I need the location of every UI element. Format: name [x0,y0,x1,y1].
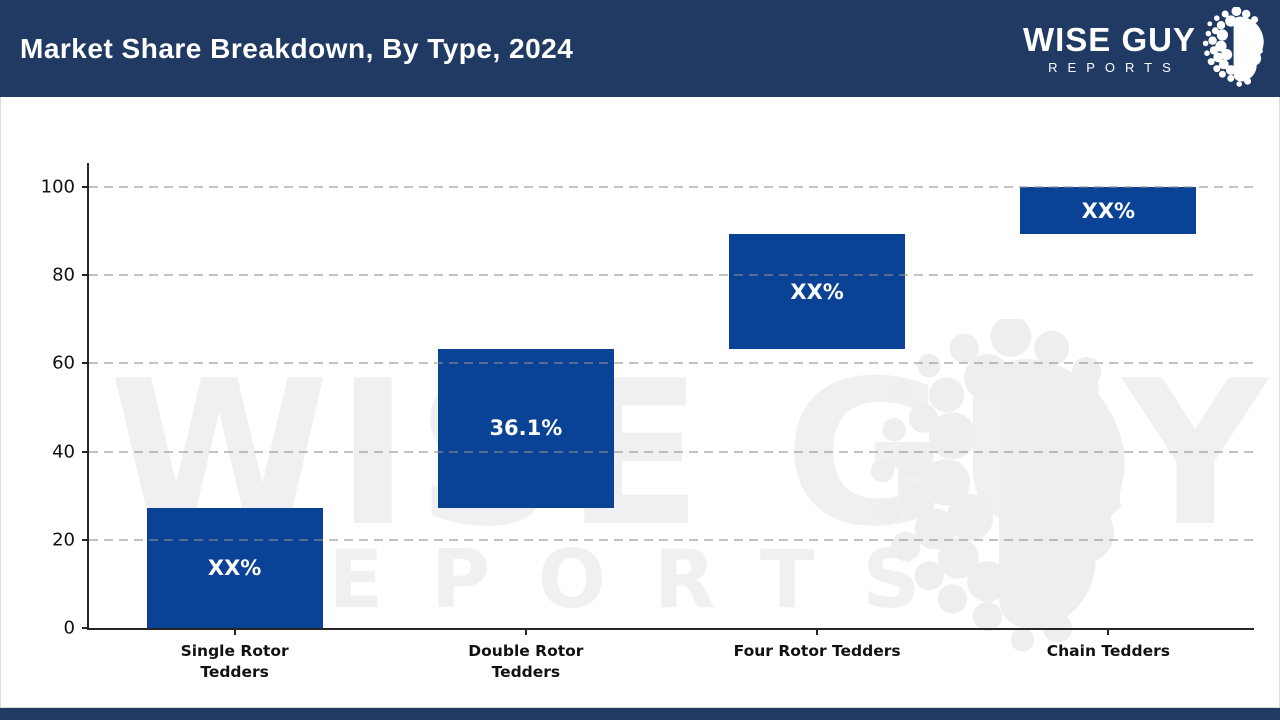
y-tick-label: 60 [52,352,75,374]
bar: 36.1% [437,348,614,509]
x-category-label: Four Rotor Tedders [734,641,901,662]
y-tick-mark [82,186,89,188]
bar: XX% [1020,187,1197,235]
x-tick-mark [233,628,236,635]
x-category-label-line: Four Rotor Tedders [733,642,901,660]
x-category-label-line: Chain Tedders [1046,642,1170,660]
chart-area: WISE GUY REPORTS XX% 36.1% XX% XX% 0 20 40 60 80… [0,97,1280,708]
y-tick-mark [82,362,89,365]
x-category-label-line: Tedders [491,663,561,681]
bar-label: XX% [207,556,262,581]
logo: WISE GUY REPORTS [1022,6,1280,91]
x-category-label-line: Single Rotor [180,642,289,660]
gridline [89,362,1254,365]
x-axis-spine [87,628,1254,630]
footer-bar [0,708,1280,720]
bar: XX% [146,508,323,628]
x-category-label: Double Rotor Tedders [468,641,583,683]
x-tick-mark [524,628,527,635]
y-tick-label: 80 [52,264,75,286]
y-tick-label: 100 [40,176,75,198]
x-tick-mark [1107,628,1110,635]
wiseguy-head-icon [1202,6,1264,87]
y-tick-mark [82,627,89,629]
x-category-label: Single Rotor Tedders [181,641,289,683]
logo-line2: REPORTS [1048,59,1181,75]
bar-label: XX% [1081,198,1136,223]
logo-line1: WISE GUY [1022,20,1196,58]
gridline [89,274,1254,277]
bar-label: 36.1% [489,416,563,441]
bar: XX% [729,234,906,349]
page-title: Market Share Breakdown, By Type, 2024 [20,32,574,64]
header-bar: Market Share Breakdown, By Type, 2024 WI… [0,0,1280,97]
x-category-label: Chain Tedders [1047,641,1170,662]
x-tick-mark [816,628,819,635]
y-tick-label: 40 [52,441,75,463]
bar-label: XX% [790,279,844,304]
y-axis-spine [87,163,89,630]
gridline [89,538,1254,541]
y-tick-mark [82,450,89,453]
watermark-reports-text: REPORTS [219,533,969,626]
y-tick-mark [82,538,89,541]
x-category-label-line: Tedders [200,663,269,681]
gridline [89,450,1254,453]
y-tick-label: 0 [63,617,75,639]
y-tick-mark [82,274,89,277]
logo-wordmark: WISE GUY REPORTS [1022,20,1196,75]
gridline [89,186,1254,188]
y-tick-label: 20 [52,529,75,551]
x-category-label-line: Double Rotor [468,642,584,660]
plot-area: XX% 36.1% XX% XX% 0 20 40 60 80 100 Single Rotor Te… [1,97,1279,707]
